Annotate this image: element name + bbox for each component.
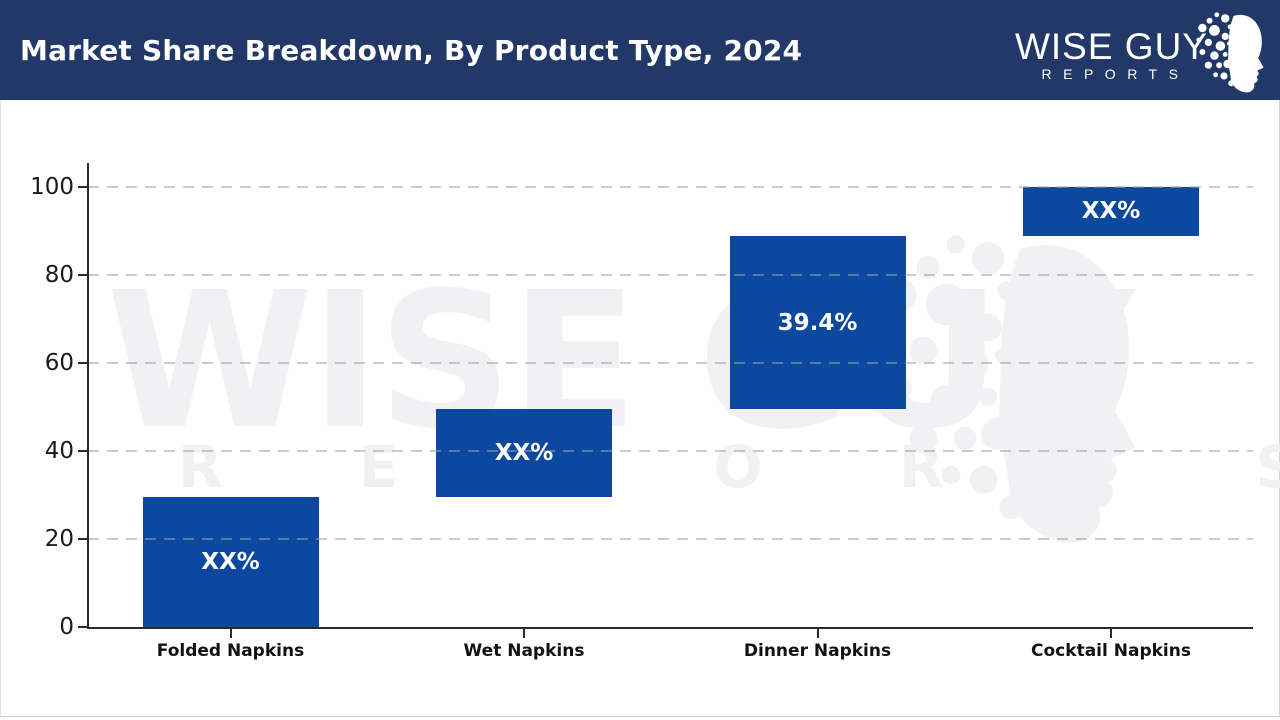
y-gridline [88, 538, 1253, 540]
y-axis [87, 163, 89, 629]
y-tick [78, 186, 87, 188]
y-tick-label: 0 [59, 614, 74, 640]
bar-value-label: XX% [494, 440, 554, 467]
bar-value-label: XX% [1081, 198, 1141, 225]
y-gridline [88, 362, 1253, 364]
bar-value-label: XX% [201, 549, 260, 576]
y-tick-label: 60 [44, 350, 74, 376]
bar-value-label: 39.4% [777, 309, 858, 336]
x-tick [1110, 629, 1112, 638]
page-title: Market Share Breakdown, By Product Type,… [20, 33, 803, 67]
y-tick [78, 274, 87, 276]
y-tick [78, 626, 87, 628]
x-category-label: Folded Napkins [156, 641, 305, 661]
y-tick [78, 362, 87, 364]
y-gridline [88, 274, 1253, 276]
y-tick-label: 80 [44, 262, 74, 288]
x-axis [87, 627, 1253, 629]
wiseguy-head-icon [1196, 12, 1264, 93]
brand-name: WISE GUY [1014, 25, 1208, 67]
bar [436, 409, 612, 498]
x-tick [523, 629, 525, 638]
y-tick [78, 538, 87, 540]
y-gridline [88, 450, 1253, 452]
bar [1023, 187, 1199, 236]
y-gridline [88, 186, 1253, 188]
brand-subname: REPORTS [1041, 66, 1190, 83]
bar [729, 235, 906, 410]
x-category-label: Dinner Napkins [743, 641, 892, 661]
y-tick-label: 100 [30, 174, 74, 200]
header-bar: Market Share Breakdown, By Product Type,… [0, 0, 1280, 100]
x-category-label: Cocktail Napkins [1031, 641, 1191, 661]
brand-logo: WISE GUY REPORTS [1015, 10, 1272, 100]
brand-logo-text: WISE GUY REPORTS [1014, 25, 1208, 83]
y-tick [78, 450, 87, 452]
y-tick-label: 40 [44, 438, 74, 464]
x-tick [816, 629, 819, 638]
bar [142, 497, 319, 627]
x-tick [229, 629, 232, 638]
x-category-label: Wet Napkins [463, 641, 585, 661]
y-tick-label: 20 [44, 526, 74, 552]
